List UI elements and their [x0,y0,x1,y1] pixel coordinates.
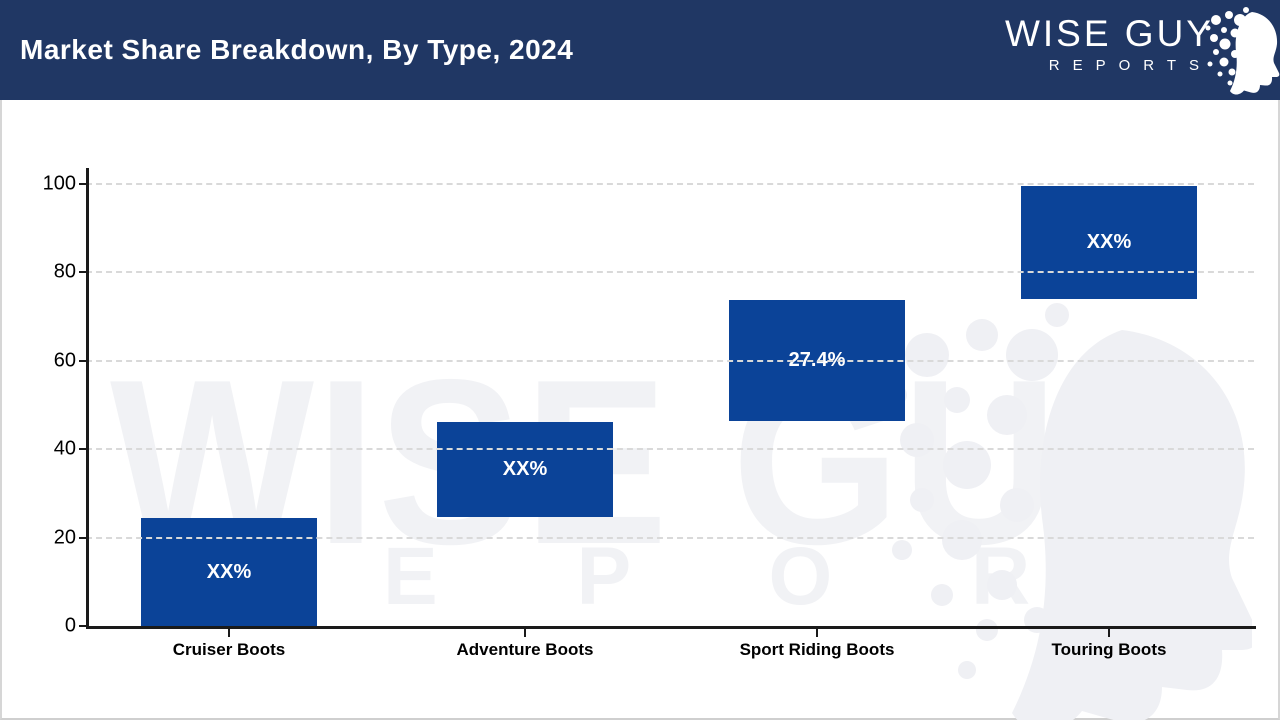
y-tick-label-20: 20 [53,526,76,549]
x-tick-sport-riding-boots [816,629,818,637]
x-axis-line [86,626,1256,629]
gridline-20 [86,536,1254,539]
y-tick-label-80: 80 [53,260,76,283]
x-tick-label-touring-boots: Touring Boots [1051,640,1167,659]
y-tick-60 [79,359,86,362]
gridline-40 [86,448,1254,451]
brand-logo: WISE GUY REPORTS [1004,13,1214,75]
bar-adventure-boots: XX% [437,422,613,518]
brand-face-icon [1205,7,1280,95]
gridline-60 [86,359,1254,362]
y-tick-100 [79,183,86,185]
page-title: Market Share Breakdown, By Type, 2024 [20,34,574,65]
bar-label-adventure-boots: XX% [502,458,548,481]
y-tick-label-0: 0 [64,614,76,637]
y-tick-label-100: 100 [42,172,76,195]
bar-label-touring-boots: XX% [1086,231,1132,254]
brand-logo-line2: REPORTS [1048,57,1212,74]
y-tick-80 [79,271,86,274]
watermark-reports: R E P O R T S [185,531,1280,622]
gridline-100 [86,183,1254,185]
x-tick-touring-boots [1108,629,1110,637]
y-tick-label-40: 40 [53,437,76,460]
x-tick-label-adventure-boots: Adventure Boots [456,640,594,659]
y-tick-label-60: 60 [53,349,76,372]
y-tick-40 [79,448,86,451]
x-tick-cruiser-boots [228,629,230,637]
y-tick-20 [79,536,86,539]
gridline-80 [86,271,1254,274]
y-tick-0 [79,625,86,627]
y-axis-line [86,168,89,629]
bar-cruiser-boots: XX% [141,518,317,626]
x-tick-label-cruiser-boots: Cruiser Boots [172,640,286,659]
brand-logo-line1: WISE GUY [1004,13,1214,54]
bar-touring-boots: XX% [1021,185,1197,300]
header-bar: Market Share Breakdown, By Type, 2024 WI… [0,0,1280,100]
x-tick-label-sport-riding-boots: Sport Riding Boots [739,640,895,659]
bar-label-cruiser-boots: XX% [206,560,252,583]
x-tick-adventure-boots [524,629,526,637]
